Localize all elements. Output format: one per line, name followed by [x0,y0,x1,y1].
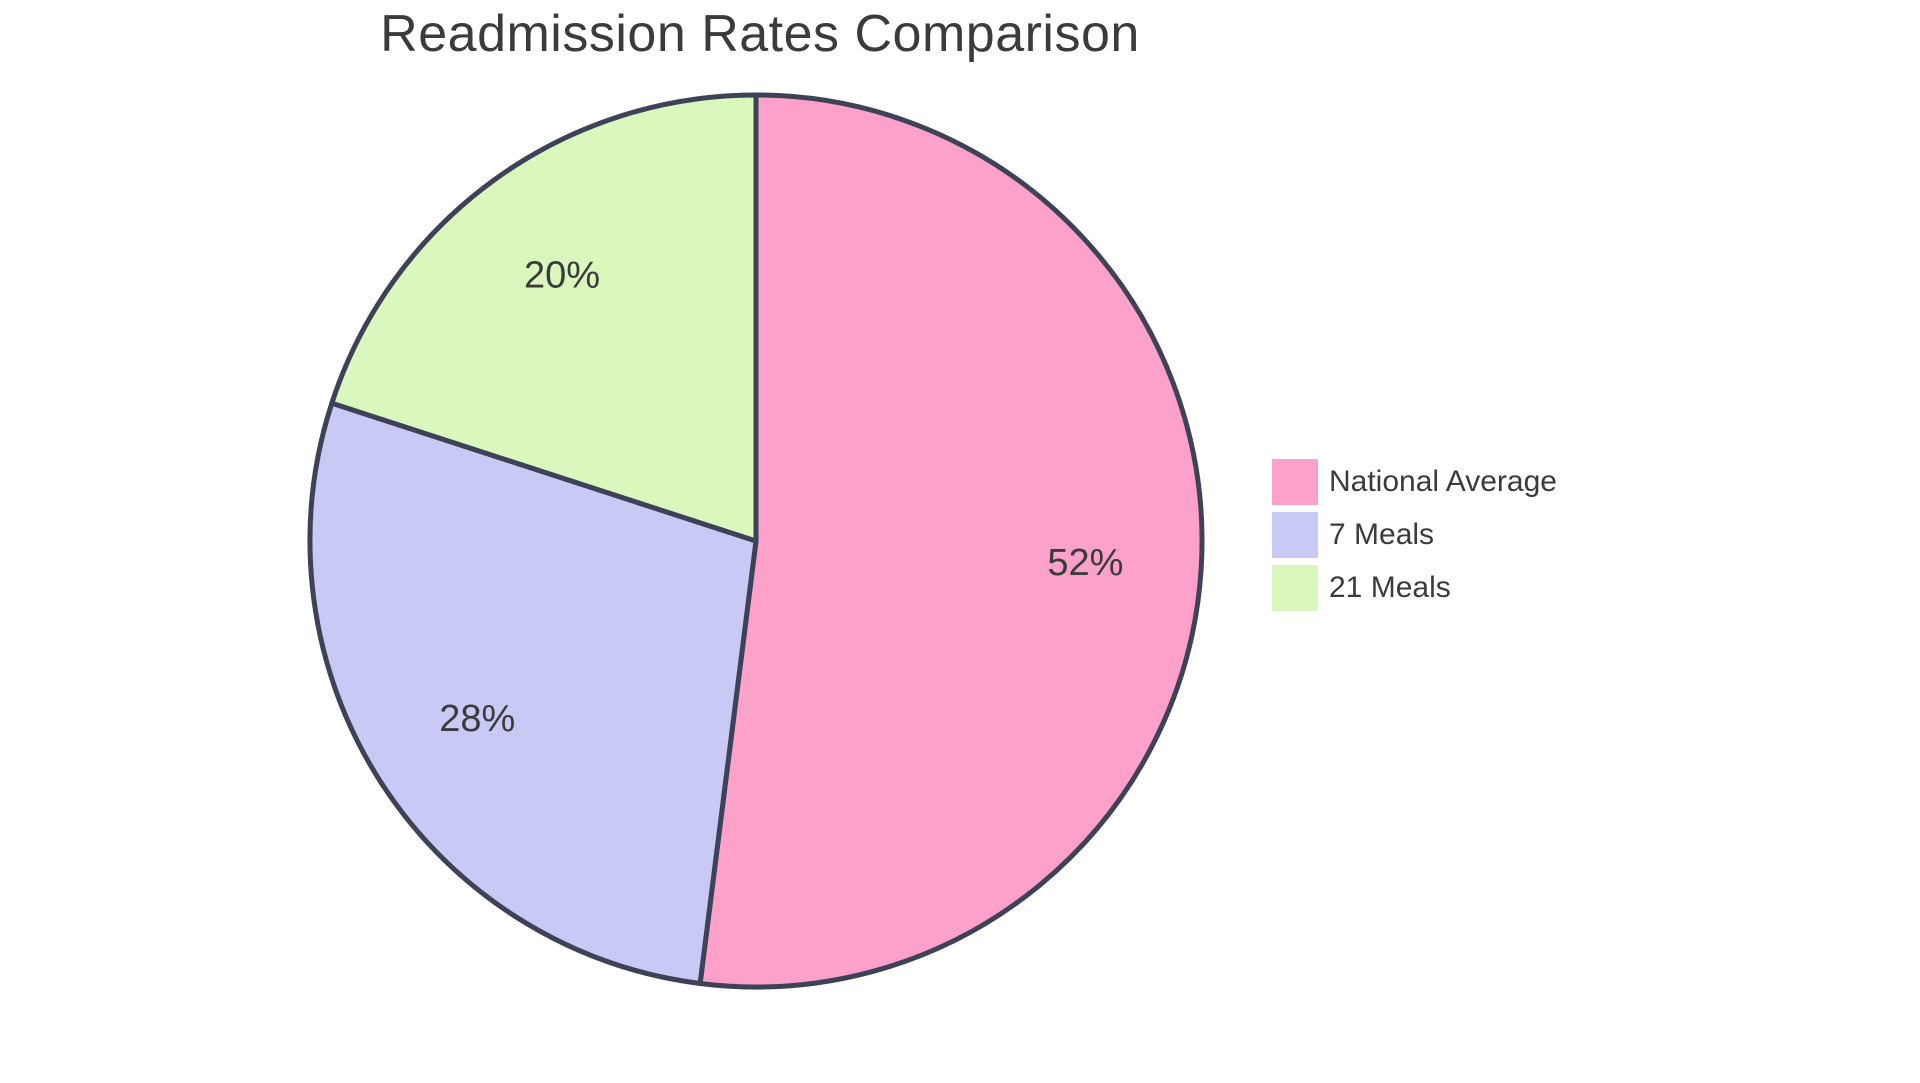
legend-item-7-meals: 7 Meals [1272,512,1557,558]
legend-swatch-national-average [1272,459,1318,505]
legend-label-21-meals: 21 Meals [1329,571,1451,604]
pie-label-national-average: 52% [1047,542,1123,584]
legend-label-7-meals: 7 Meals [1329,518,1435,551]
pie-label-7-meals: 28% [439,698,515,740]
pie-slice-national-average [697,92,1205,990]
legend-label-national-average: National Average [1329,465,1557,498]
chart-title: Readmission Rates Comparison [380,5,1140,63]
legend: National Average 7 Meals 21 Meals [1272,459,1557,611]
pie-slice-7-meals [307,400,759,986]
legend-item-national-average: National Average [1272,459,1557,505]
legend-item-21-meals: 21 Meals [1272,565,1557,611]
legend-swatch-7-meals [1272,512,1318,558]
pie-slice-21-meals [329,92,759,544]
legend-swatch-21-meals [1272,565,1318,611]
pie-label-21-meals: 20% [524,254,600,296]
